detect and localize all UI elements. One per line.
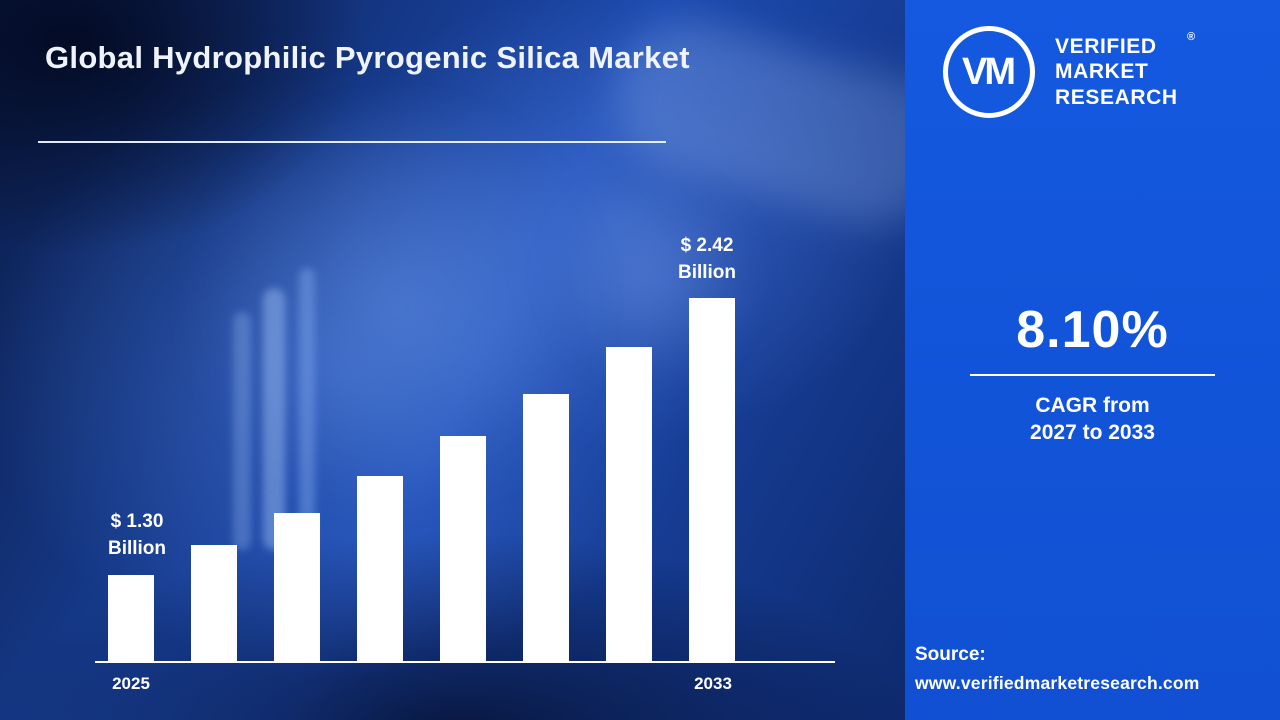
bar (440, 436, 486, 663)
bar (274, 513, 320, 663)
first-bar-unit: Billion (107, 537, 167, 559)
vmr-logo-wordmark: ® VERIFIED MARKET RESEARCH (1055, 31, 1196, 110)
source-label: Source: (915, 644, 986, 665)
first-bar-value-label: $ 1.30 Billion (83, 509, 191, 562)
cagr-value: 8.10% (1016, 301, 1169, 359)
cagr-caption-line2: 2027 to 2033 (1030, 421, 1155, 445)
x-axis-label-first: 2025 (112, 674, 150, 693)
first-bar-value: $ 1.30 (110, 511, 164, 532)
logo-line-market: MARKET (1055, 60, 1149, 84)
logo-line-verified: VERIFIED (1055, 35, 1157, 59)
last-bar-unit: Billion (677, 261, 737, 283)
cagr-caption: CAGR from 2027 to 2033 (905, 392, 1280, 447)
vmr-logo: VM ® VERIFIED MARKET RESEARCH (943, 26, 1196, 118)
bar (191, 545, 237, 663)
bar-group (108, 293, 735, 663)
bar (689, 298, 735, 663)
title-underline (38, 141, 666, 143)
registered-trademark-icon: ® (1186, 31, 1196, 44)
bar (523, 394, 569, 663)
x-axis-line (95, 661, 835, 663)
bar (108, 575, 154, 663)
x-axis-label-last: 2033 (694, 674, 732, 693)
stat-divider (970, 374, 1215, 376)
source-block: Source: www.verifiedmarketresearch.com (915, 644, 1200, 694)
last-bar-value: $ 2.42 (680, 235, 734, 256)
cagr-caption-line1: CAGR from (1035, 394, 1150, 417)
chart-section: Global Hydrophilic Pyrogenic Silica Mark… (0, 0, 967, 720)
page-title: Global Hydrophilic Pyrogenic Silica Mark… (45, 40, 690, 75)
cagr-stat: 8.10% CAGR from 2027 to 2033 (905, 300, 1280, 447)
logo-line-research: RESEARCH (1055, 85, 1178, 109)
source-url[interactable]: www.verifiedmarketresearch.com (915, 673, 1200, 693)
bar (357, 476, 403, 663)
last-bar-value-label: $ 2.42 Billion (651, 233, 763, 286)
info-panel: VM ® VERIFIED MARKET RESEARCH 8.10% CAGR… (905, 0, 1280, 720)
vmr-logo-icon: VM (943, 26, 1035, 118)
bar (606, 347, 652, 663)
